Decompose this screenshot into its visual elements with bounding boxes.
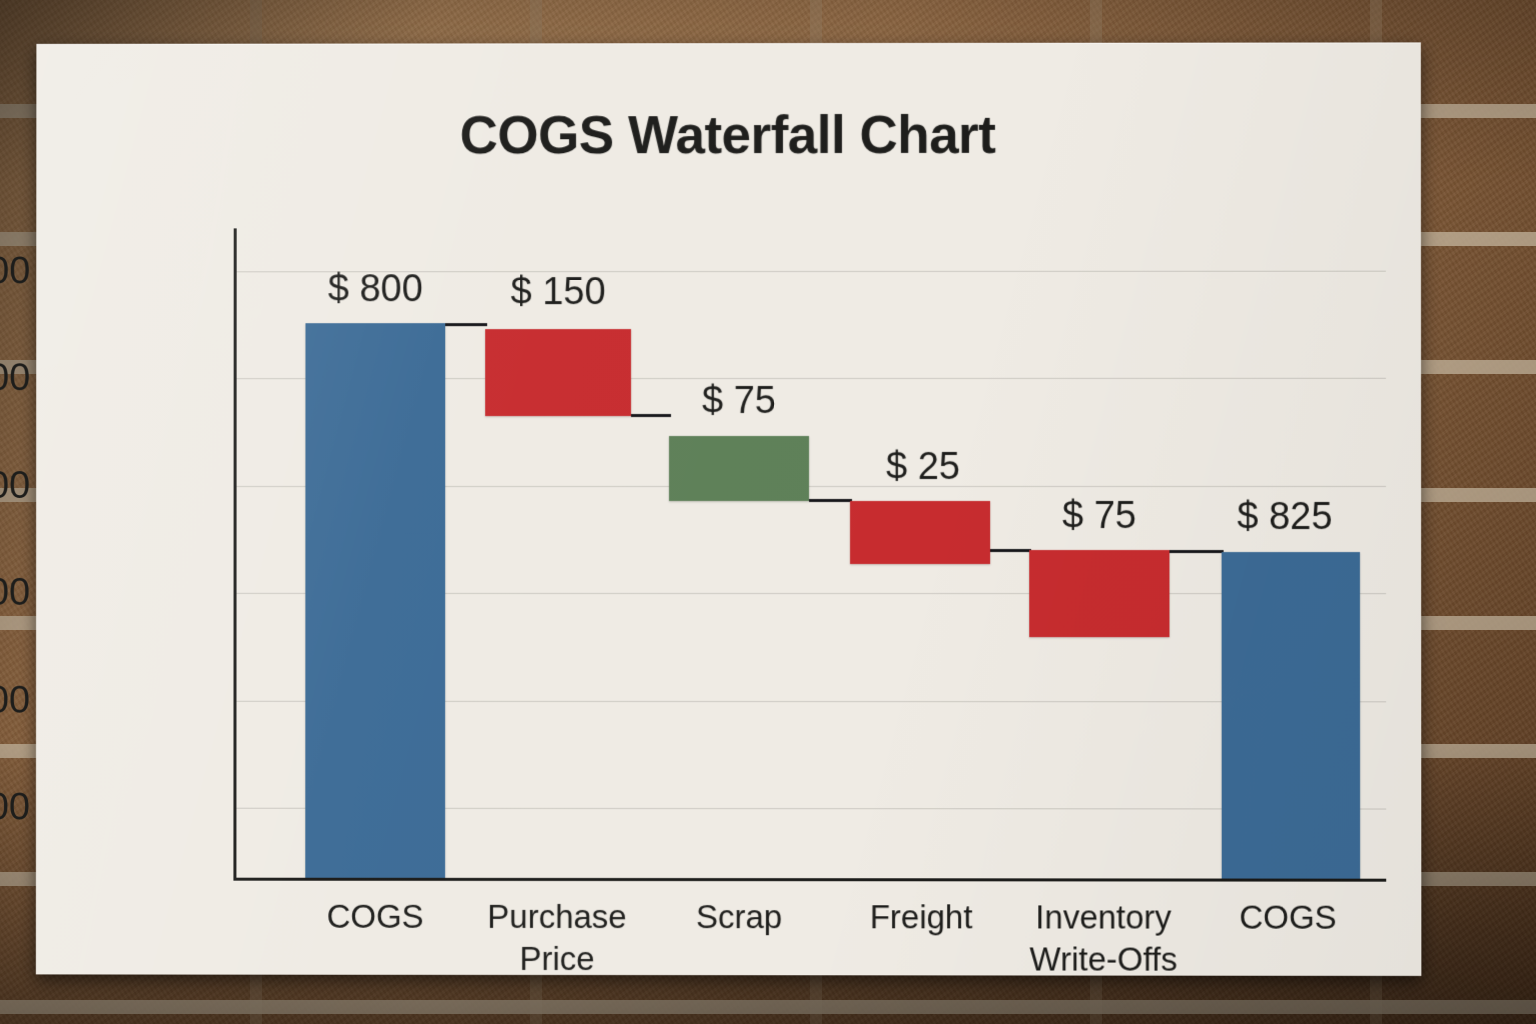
bar-purchase-price[interactable] (485, 329, 632, 417)
x-category-label-scrap: Scrap (695, 898, 783, 936)
bar-scrap[interactable] (669, 435, 810, 502)
connector-inventory-to-cogs-end (1169, 550, 1224, 554)
x-axis-line (233, 877, 1387, 882)
bar-value-scrap: $ 75 (702, 379, 776, 423)
x-category-label-inventory-write-offs: Inventory Write-Offs (1029, 898, 1178, 978)
bar-cogs-end[interactable] (1221, 552, 1361, 879)
y-tick-label-200: $200 (0, 786, 30, 829)
x-category-label-purchase-price: Purchase Price (487, 897, 627, 978)
bar-freight[interactable] (850, 500, 991, 565)
chart-plot-area: $1,200 $100 $800 $600 $400 $200 $ 800 $ … (0, 228, 1387, 978)
y-axis-line (233, 228, 237, 878)
bar-value-cogs-end: $ 825 (1237, 495, 1333, 539)
connector-cogs-to-purchase-price (445, 323, 488, 327)
bar-value-freight: $ 25 (886, 445, 961, 488)
bar-cogs-start[interactable] (305, 323, 446, 878)
bar-inventory-write-offs[interactable] (1029, 550, 1170, 638)
bar-value-cogs-start: $ 800 (327, 268, 423, 311)
chart-poster-board: COGS Waterfall Chart $1,200 $100 $800 $6… (0, 42, 1422, 978)
y-tick-label-1200: $1,200 (0, 249, 31, 292)
x-category-label-freight: Freight (869, 898, 973, 936)
connector-scrap-to-freight (809, 498, 853, 502)
y-tick-label-400: $400 (0, 679, 31, 722)
y-tick-label-600: $600 (0, 571, 31, 614)
y-tick-label-800: $800 (0, 464, 31, 507)
bar-value-inventory-write-offs: $ 75 (1062, 494, 1137, 538)
page-title: COGS Waterfall Chart (459, 105, 996, 166)
y-tick-label-1000: $100 (0, 356, 31, 399)
x-category-label-cogs-start: COGS (326, 897, 424, 935)
connector-purchase-price-to-scrap (631, 414, 672, 418)
connector-freight-to-inventory (990, 549, 1032, 553)
bar-value-purchase-price: $ 150 (510, 271, 606, 314)
x-category-label-cogs-end: COGS (1239, 898, 1337, 936)
